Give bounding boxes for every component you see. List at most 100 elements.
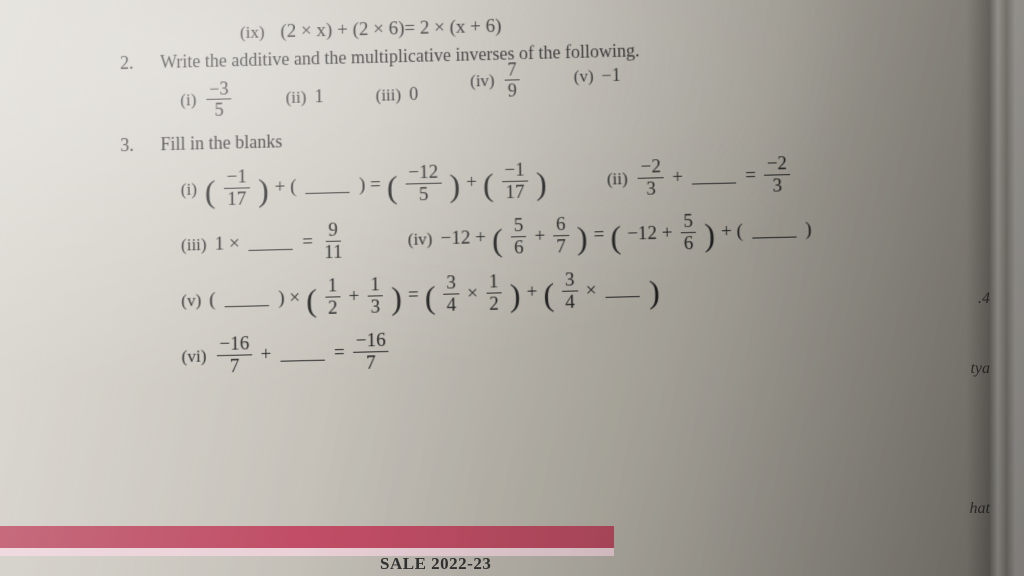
q2-opt-iii: (iii) 0 (375, 84, 418, 106)
q3-i-b-num: −12 (405, 163, 441, 185)
q3-iii-b-num: 9 (325, 220, 341, 242)
footer-sale-text: SALE 2022-23 (380, 554, 491, 574)
q3-iv-c-num: 6 (553, 215, 569, 237)
q3-row: 3. Fill in the blanks (120, 116, 912, 156)
paren-icon: ) (805, 218, 812, 240)
footer-bar2-icon (0, 548, 614, 556)
plus-icon: + (260, 343, 271, 366)
q2-v-label: (v) (574, 66, 594, 87)
q2-iv-label: (iv) (470, 70, 495, 91)
q3-i-c-den: 17 (502, 182, 527, 203)
q3-vi: (vi) −167 + = −167 (181, 331, 391, 378)
q3-ii-label: (ii) (607, 169, 628, 190)
q3-v-a-den: 2 (325, 297, 341, 318)
q2-i-den: 5 (211, 99, 226, 118)
eq-icon: = (334, 341, 345, 364)
ix-expr-left: (2 × x) + (2 × 6) (280, 18, 404, 43)
q3-iv-d: −12 + (627, 222, 673, 245)
q2-iv-num: 7 (504, 60, 519, 80)
q3-iv: (iv) −12 + ( 56 + 67 ) = ( −12 + 56 ) + … (408, 209, 813, 260)
times-icon: ) × (278, 287, 300, 310)
q2-opt-i: (i) −3 5 (180, 79, 234, 119)
blank-field[interactable] (225, 291, 269, 307)
q3-vi-a-num: −16 (216, 334, 252, 356)
q3-row-2: (iii) 1 × = 911 (iv) −12 + ( 56 + 67 ) =… (181, 206, 916, 265)
q3-iii-b-den: 11 (321, 241, 346, 262)
eq-icon: = (302, 231, 313, 253)
q3-ii-b-den: 3 (769, 175, 785, 196)
page-footer: SALE 2022-23 (0, 520, 964, 576)
plus-icon: + (466, 171, 477, 193)
q3-v: (v) ( ) × ( 12 + 13 ) = ( 34 × 12 ) + ( … (181, 268, 660, 321)
q2-opt-ii: (ii) 1 (286, 86, 324, 108)
plus-icon: + (349, 285, 360, 308)
q2-opt-iv: (iv) 7 9 (470, 60, 522, 100)
q3-v-e-den: 4 (562, 291, 578, 312)
plus-icon: + (534, 225, 545, 247)
footer-bar-icon (0, 526, 614, 548)
ix-expr-eq: = 2 × (x + 6) (404, 16, 501, 40)
q2-i-num: −3 (206, 79, 231, 100)
q3-ii-b-num: −2 (763, 154, 790, 176)
q3-v-d-num: 1 (486, 272, 502, 294)
q2-i-frac: −3 5 (206, 79, 231, 119)
q3-iv-e-den: 6 (681, 233, 697, 254)
blank-field[interactable] (692, 168, 736, 184)
q2-iv-frac: 7 9 (504, 60, 520, 99)
eq-icon: = (745, 164, 756, 186)
q2-ii-val: 1 (314, 86, 323, 107)
q3-row-4: (vi) −167 + = −167 (181, 318, 918, 378)
q3-i-b-den: 5 (416, 184, 432, 205)
q2-v-val: −1 (601, 65, 621, 86)
eq-icon: = (408, 284, 419, 307)
blank-field[interactable] (606, 282, 641, 298)
q3-iv-a: −12 + (440, 226, 486, 249)
eq-icon: = (593, 224, 604, 246)
q3-i-label: (i) (181, 179, 197, 200)
q3-iv-b-num: 5 (510, 216, 526, 238)
q3-v-b-num: 1 (367, 275, 383, 297)
q3-number: 3. (120, 134, 160, 156)
blank-field[interactable] (249, 235, 293, 251)
q3-iii-a: 1 × (215, 232, 240, 255)
blank-field[interactable] (752, 222, 797, 238)
q3-vi-a-den: 7 (227, 356, 243, 377)
textbook-page: (ix) (2 × x) + (2 × 6) = 2 × (x + 6) 2. … (40, 0, 949, 381)
q2-iv-den: 9 (505, 80, 520, 99)
book-edge-icon (966, 0, 1024, 576)
q3-row-3: (v) ( ) × ( 12 + 13 ) = ( 34 × 12 ) + ( … (181, 262, 917, 322)
q3-v-a-num: 1 (325, 276, 341, 298)
q2-ii-label: (ii) (286, 87, 307, 108)
eq-icon: ) = (359, 174, 381, 197)
q3-v-label: (v) (181, 290, 201, 311)
q3-v-d-den: 2 (486, 293, 502, 314)
q3-vi-b-num: −16 (353, 331, 389, 353)
ix-label: (ix) (240, 23, 265, 44)
q3-iv-label: (iv) (408, 229, 433, 250)
plus-icon: + (672, 166, 683, 188)
plus-icon: + ( (721, 220, 743, 243)
q3-v-e-num: 3 (562, 270, 578, 292)
q3-iv-b-den: 6 (511, 237, 527, 258)
q2-number: 2. (120, 52, 160, 74)
q2-iii-val: 0 (409, 84, 418, 105)
plus-icon: + (526, 281, 537, 304)
q2-options: (i) −3 5 (ii) 1 (iii) 0 (iv) 7 9 (v) −1 (180, 63, 912, 120)
q3-iv-c-den: 7 (553, 236, 569, 257)
q2-opt-v: (v) −1 (574, 65, 621, 87)
q3-iii-label: (iii) (181, 234, 207, 255)
q3-ii-a-num: −2 (637, 157, 664, 179)
plus-icon: + ( (275, 176, 297, 199)
q3-v-c-den: 4 (444, 294, 460, 315)
blank-field[interactable] (280, 345, 325, 362)
times-icon: × (467, 282, 478, 305)
blank-field[interactable] (306, 178, 350, 194)
paren-icon: ( (209, 289, 216, 311)
q3-row-1: (i) ( −117 ) + ( ) = ( −125 ) + ( −117 )… (181, 151, 914, 210)
q3-text: Fill in the blanks (160, 116, 912, 155)
q3-iv-e-num: 5 (680, 212, 696, 234)
q3-i-a-den: 17 (224, 188, 249, 209)
q2-i-label: (i) (180, 90, 196, 110)
q3-i-c-num: −1 (501, 160, 528, 182)
q3-vi-b-den: 7 (363, 352, 379, 373)
